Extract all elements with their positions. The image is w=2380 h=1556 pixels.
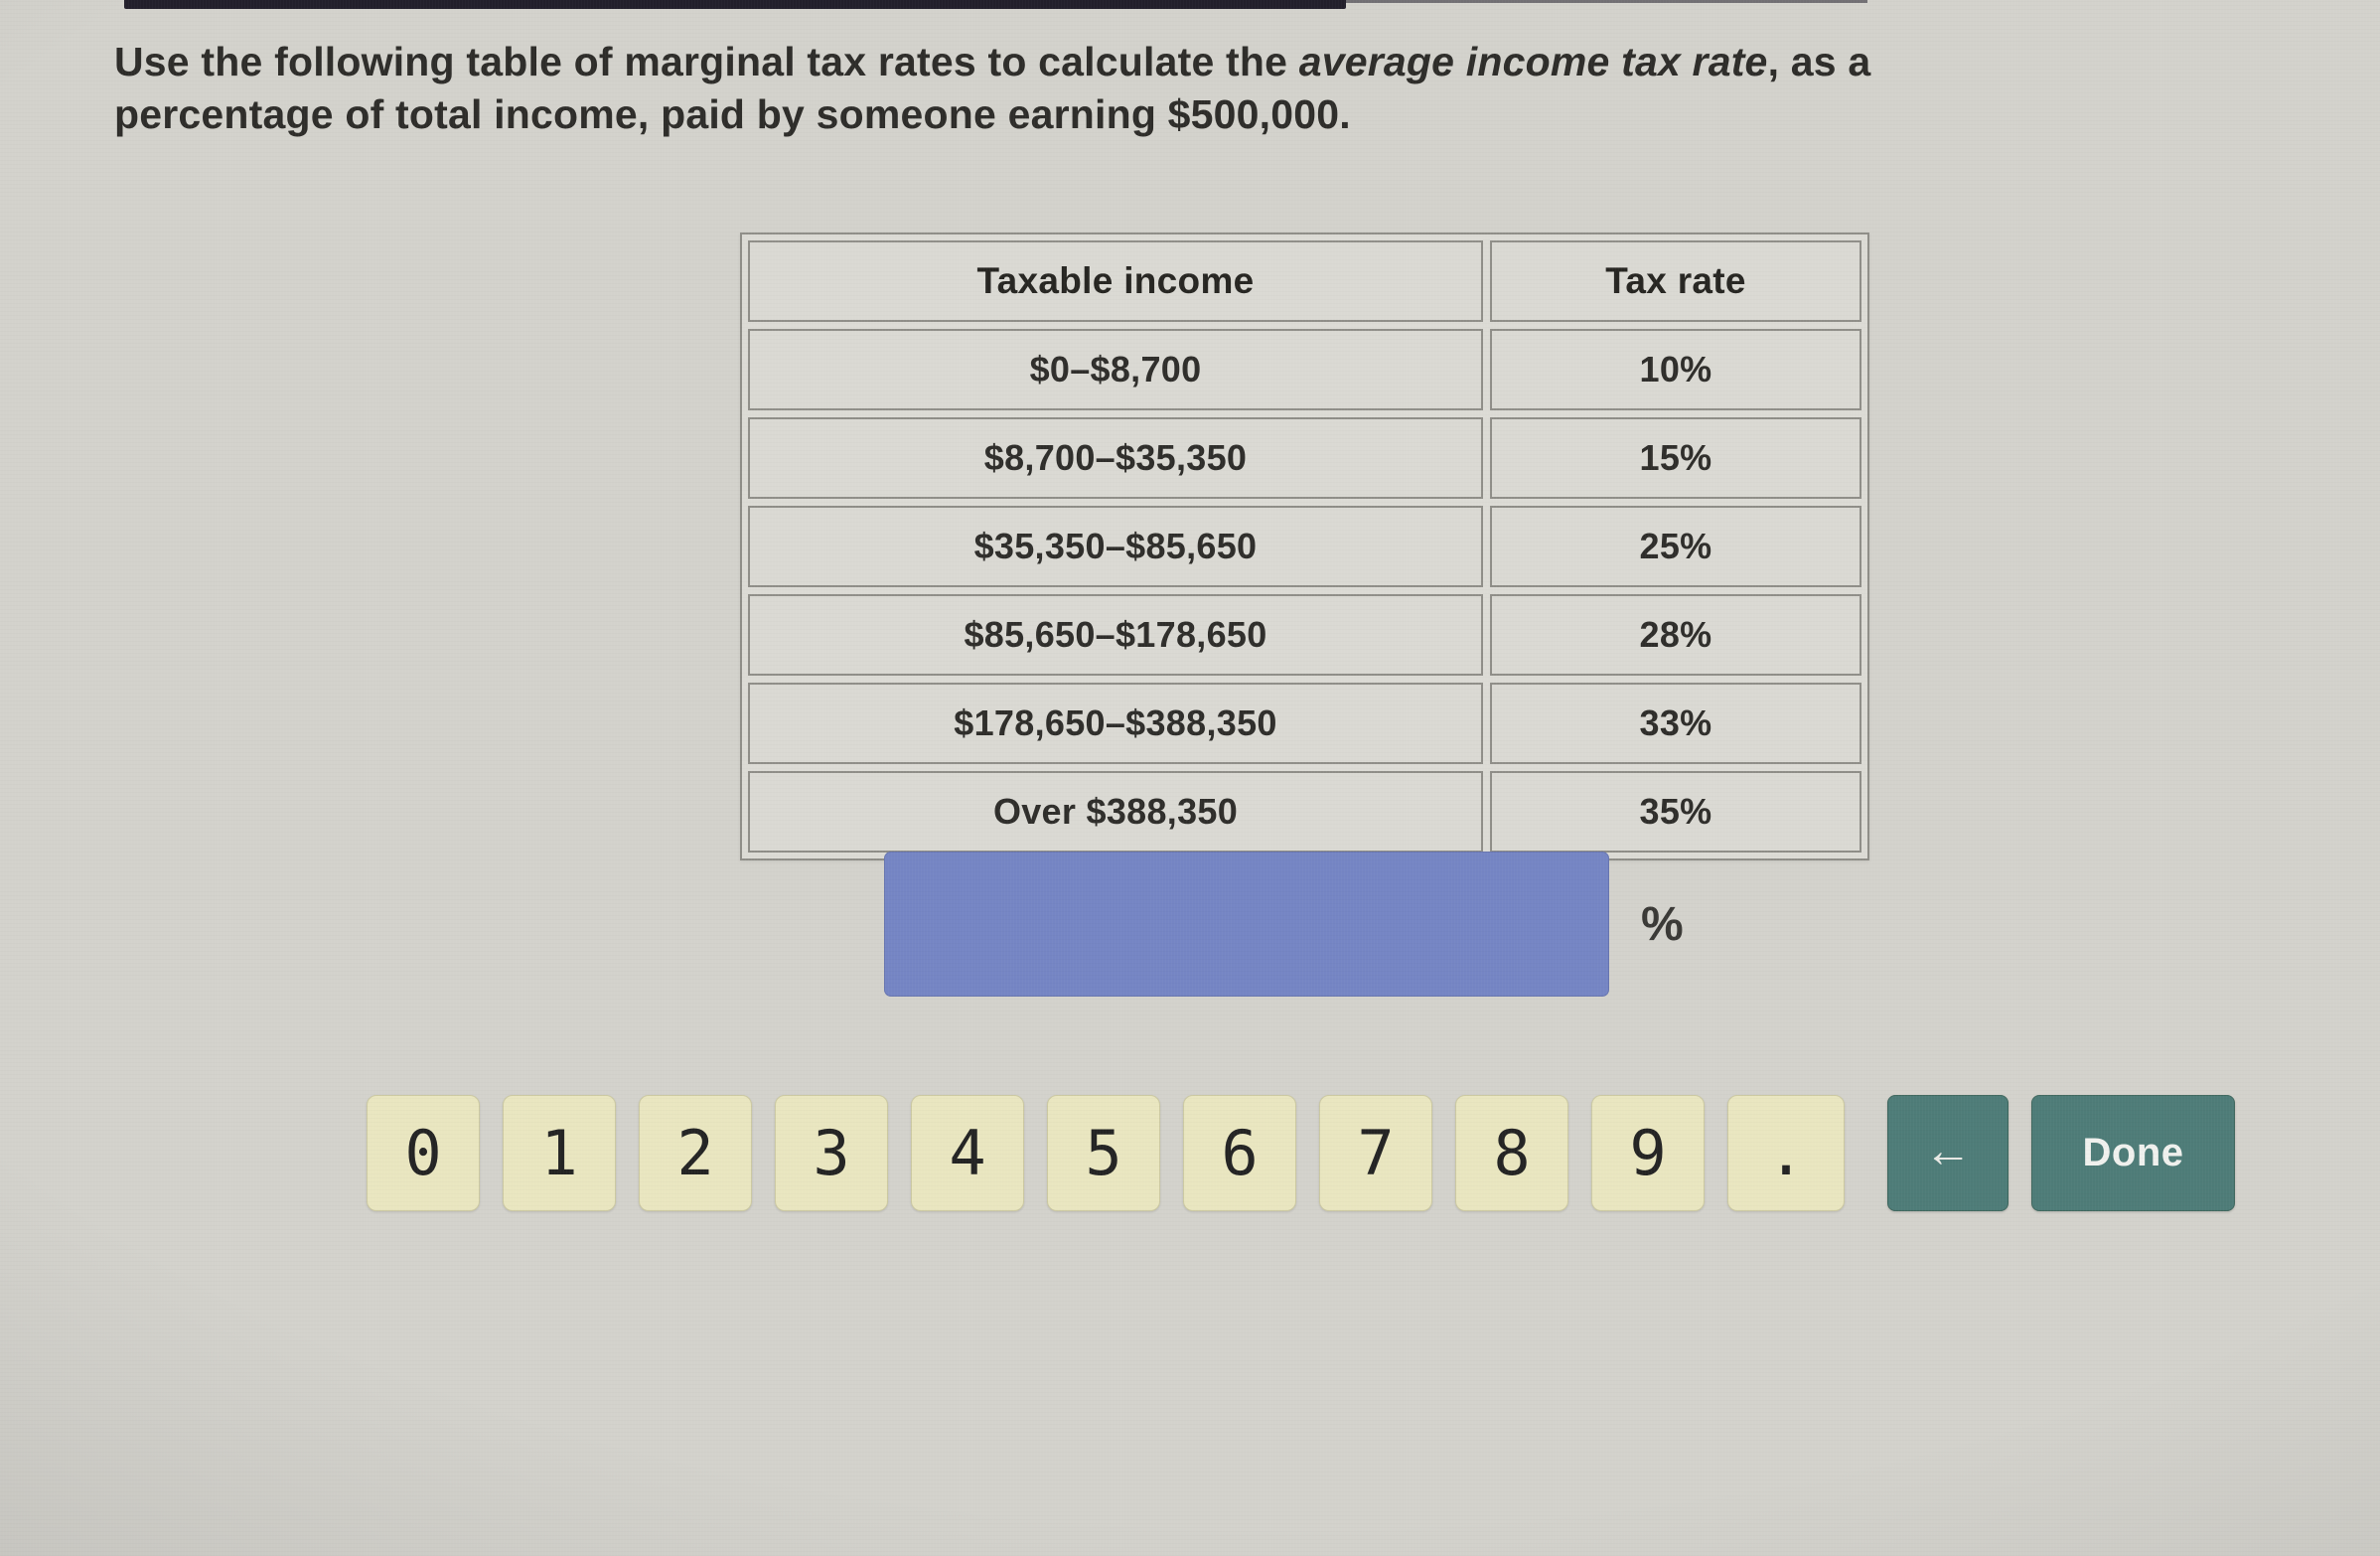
income-range-cell: Over $388,350	[748, 771, 1483, 853]
key-0[interactable]: 0	[367, 1095, 480, 1211]
top-dark-bar	[124, 0, 1346, 9]
answer-input[interactable]	[884, 852, 1609, 997]
income-range-cell: $178,650–$388,350	[748, 683, 1483, 764]
tax-table: Taxable income Tax rate $0–$8,700 10% $8…	[740, 233, 1869, 860]
key-9[interactable]: 9	[1591, 1095, 1705, 1211]
keypad: 0 1 2 3 4 5 6 7 8 9 . ← Done	[367, 1095, 2235, 1211]
key-1[interactable]: 1	[503, 1095, 616, 1211]
top-dark-bar-thin	[1341, 0, 1867, 3]
question-line2: percentage of total income, paid by some…	[114, 91, 1351, 137]
key-7[interactable]: 7	[1319, 1095, 1432, 1211]
tax-rate-cell: 10%	[1490, 329, 1861, 410]
question-line1-before: Use the following table of marginal tax …	[114, 39, 1299, 84]
question-italic-phrase: average income tax rate	[1298, 39, 1768, 84]
income-range-cell: $0–$8,700	[748, 329, 1483, 410]
question-line1-after: , as a	[1767, 39, 1871, 84]
header-cell-tax-rate: Tax rate	[1490, 240, 1861, 322]
percent-label: %	[1641, 897, 1684, 951]
key-5[interactable]: 5	[1047, 1095, 1160, 1211]
done-button[interactable]: Done	[2031, 1095, 2235, 1211]
tax-rate-cell: 35%	[1490, 771, 1861, 853]
question-text: Use the following table of marginal tax …	[114, 36, 2319, 141]
key-decimal[interactable]: .	[1727, 1095, 1845, 1211]
income-range-cell: $85,650–$178,650	[748, 594, 1483, 676]
income-range-cell: $35,350–$85,650	[748, 506, 1483, 587]
tax-rate-cell: 25%	[1490, 506, 1861, 587]
income-range-cell: $8,700–$35,350	[748, 417, 1483, 499]
header-cell-taxable-income: Taxable income	[748, 240, 1483, 322]
key-6[interactable]: 6	[1183, 1095, 1296, 1211]
tax-rate-cell: 15%	[1490, 417, 1861, 499]
key-8[interactable]: 8	[1455, 1095, 1568, 1211]
tax-rate-cell: 33%	[1490, 683, 1861, 764]
key-2[interactable]: 2	[639, 1095, 752, 1211]
key-3[interactable]: 3	[775, 1095, 888, 1211]
backspace-button[interactable]: ←	[1887, 1095, 2008, 1211]
tax-rate-cell: 28%	[1490, 594, 1861, 676]
backspace-icon: ←	[1924, 1124, 1972, 1177]
key-4[interactable]: 4	[911, 1095, 1024, 1211]
